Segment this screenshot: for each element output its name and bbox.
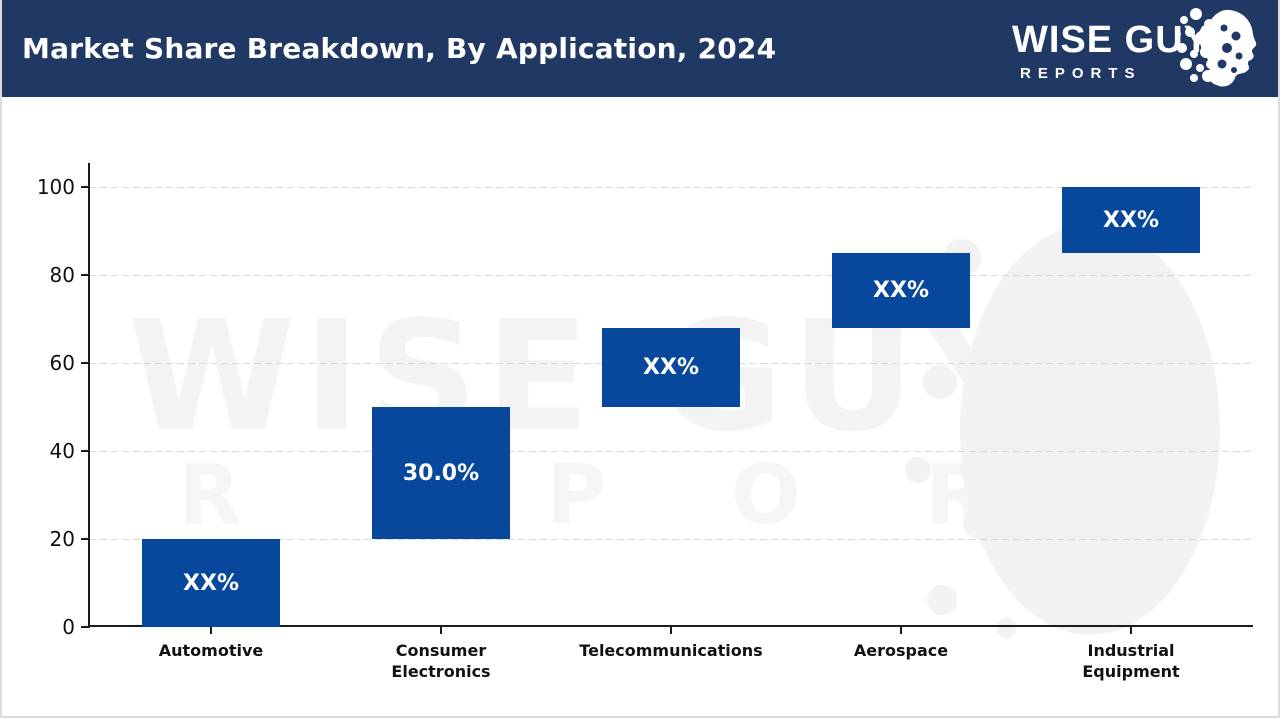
x-category-label: Consumer Electronics — [391, 641, 491, 681]
header: Market Share Breakdown, By Application, … — [0, 0, 1280, 97]
y-tick-mark — [81, 538, 89, 540]
y-tick-label: 20 — [49, 527, 75, 551]
bar-value-label: XX% — [1103, 207, 1159, 233]
gridline — [89, 451, 1253, 452]
y-tick-mark — [81, 186, 89, 188]
bar-value-label: XX% — [643, 354, 699, 380]
x-category-label: Telecommunications — [579, 641, 763, 660]
y-tick-label: 100 — [36, 175, 75, 199]
x-category-label: Aerospace — [853, 641, 949, 660]
x-category-label: Automotive — [158, 641, 264, 660]
wise-guy-reports-logo-icon: WISE GUY REPORTS — [1012, 7, 1257, 87]
bar-value-label: XX% — [873, 277, 929, 303]
y-tick-label: 60 — [49, 351, 75, 375]
page-title: Market Share Breakdown, By Application, … — [22, 32, 777, 65]
x-axis-line — [89, 625, 1253, 627]
gridline — [89, 275, 1253, 276]
bar-value-label: XX% — [183, 570, 239, 596]
bar-telecommunications: XX% — [602, 327, 740, 407]
bar-industrial-equipment: XX% — [1062, 187, 1200, 253]
y-tick-mark — [81, 362, 89, 364]
gridline — [89, 187, 1253, 188]
x-tick-mark — [440, 627, 442, 634]
x-tick-mark — [900, 627, 902, 634]
dotted-head-profile-icon — [1175, 7, 1257, 87]
x-tick-mark — [1130, 627, 1132, 634]
y-tick-mark — [81, 626, 89, 628]
bar-automotive: XX% — [142, 539, 280, 627]
bar-consumer-electronics: 30.0% — [372, 407, 510, 539]
bar-aerospace: XX% — [832, 253, 970, 328]
x-tick-mark — [670, 627, 672, 634]
x-category-label: Industrial Equipment — [1082, 641, 1180, 681]
gridline — [89, 539, 1253, 540]
y-tick-label: 80 — [49, 263, 75, 287]
y-tick-mark — [81, 274, 89, 276]
brand-logo: WISE GUY REPORTS — [1006, 6, 1258, 92]
y-tick-mark — [81, 450, 89, 452]
logo-brand-text: WISE GUY — [1012, 19, 1210, 61]
y-tick-label: 40 — [49, 439, 75, 463]
x-tick-mark — [210, 627, 212, 634]
y-tick-label: 0 — [62, 615, 75, 639]
bar-value-label: 30.0% — [402, 460, 480, 486]
logo-sub-text: REPORTS — [1020, 65, 1142, 82]
y-axis-line — [88, 163, 90, 628]
